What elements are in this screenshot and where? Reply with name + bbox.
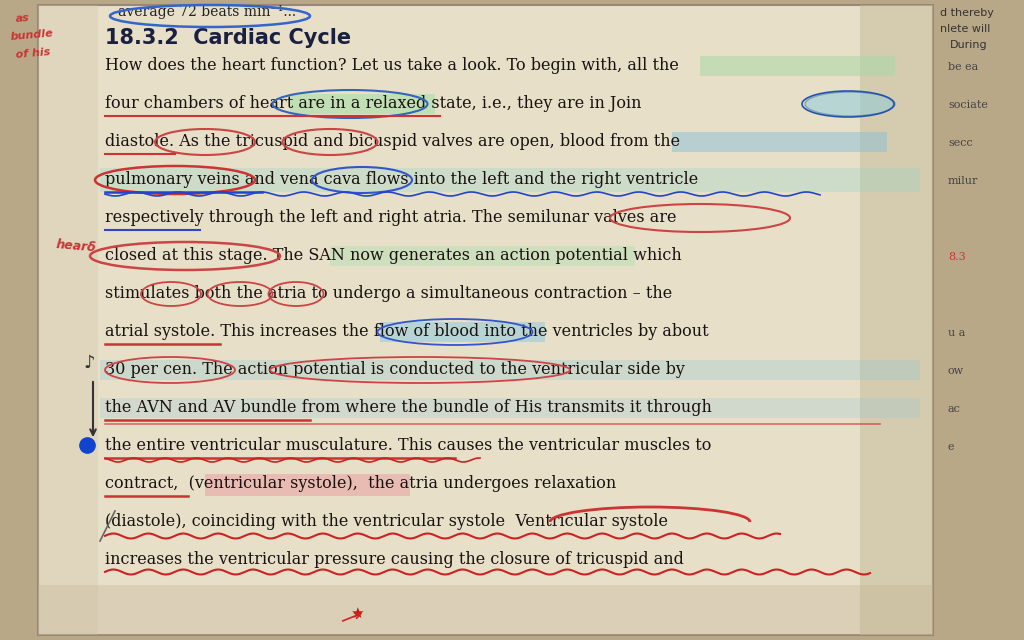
Text: ♪: ♪ — [83, 354, 94, 372]
Text: average 72 beats min⁻¹...: average 72 beats min⁻¹... — [118, 5, 296, 19]
Text: diastole. As the tricuspid and bicuspid valves are open, blood from the: diastole. As the tricuspid and bicuspid … — [105, 133, 680, 150]
Text: 8.3: 8.3 — [948, 252, 966, 262]
Text: ★: ★ — [350, 606, 364, 621]
Text: During: During — [950, 40, 987, 50]
Bar — [290, 94, 435, 114]
Ellipse shape — [805, 92, 895, 116]
Text: u a: u a — [948, 328, 966, 338]
Text: pulmonary veins and vena cava flows into the left and the right ventricle: pulmonary veins and vena cava flows into… — [105, 171, 698, 188]
Text: contract,  (ventricular systole),  the atria undergoes relaxation: contract, (ventricular systole), the atr… — [105, 475, 616, 492]
Bar — [860, 5, 933, 635]
Text: be ea: be ea — [948, 62, 978, 72]
Text: closed at this stage. The SAN now generates an action potential which: closed at this stage. The SAN now genera… — [105, 247, 682, 264]
Text: hearδ: hearδ — [55, 239, 96, 255]
Bar — [38, 585, 933, 635]
Bar — [380, 322, 545, 342]
Text: ac: ac — [948, 404, 961, 414]
Text: secc: secc — [948, 138, 973, 148]
Text: increases the ventricular pressure causing the closure of tricuspid and: increases the ventricular pressure causi… — [105, 551, 684, 568]
Text: respectively through the left and right atria. The semilunar valves are: respectively through the left and right … — [105, 209, 677, 226]
Text: four chambers of heart are in a relaxed state, i.e., they are in Join: four chambers of heart are in a relaxed … — [105, 95, 641, 112]
Bar — [205, 474, 410, 496]
Bar — [330, 246, 635, 266]
Text: atrial systole. This increases the flow of blood into the ventricles by about: atrial systole. This increases the flow … — [105, 323, 709, 340]
Text: (diastole), coinciding with the ventricular systole  Ventricular systole: (diastole), coinciding with the ventricu… — [105, 513, 668, 530]
Text: stimulates both the atria to undergo a simultaneous contraction – the: stimulates both the atria to undergo a s… — [105, 285, 672, 302]
Text: ow: ow — [948, 366, 965, 376]
Bar — [700, 56, 895, 76]
Bar — [100, 168, 920, 192]
Text: nlete will: nlete will — [940, 24, 990, 34]
Text: bundle: bundle — [10, 28, 54, 42]
Bar — [38, 5, 98, 635]
Text: e: e — [948, 442, 954, 452]
Text: the AVN and AV bundle from where the bundle of His transmits it through: the AVN and AV bundle from where the bun… — [105, 399, 712, 416]
Text: milur: milur — [948, 176, 978, 186]
Text: the entire ventricular musculature. This causes the ventricular muscles to: the entire ventricular musculature. This… — [105, 437, 712, 454]
Text: 30 per cen. The action potential is conducted to the ventricular side by: 30 per cen. The action potential is cond… — [105, 361, 685, 378]
Text: sociate: sociate — [948, 100, 988, 110]
Bar — [38, 5, 933, 635]
Bar — [100, 360, 920, 380]
Text: of his: of his — [15, 47, 50, 60]
Bar — [672, 132, 887, 152]
Text: 18.3.2  Cardiac Cycle: 18.3.2 Cardiac Cycle — [105, 28, 351, 48]
Bar — [100, 398, 920, 418]
Text: How does the heart function? Let us take a look. To begin with, all the: How does the heart function? Let us take… — [105, 57, 679, 74]
Text: as: as — [15, 13, 30, 24]
Text: d thereby: d thereby — [940, 8, 994, 18]
